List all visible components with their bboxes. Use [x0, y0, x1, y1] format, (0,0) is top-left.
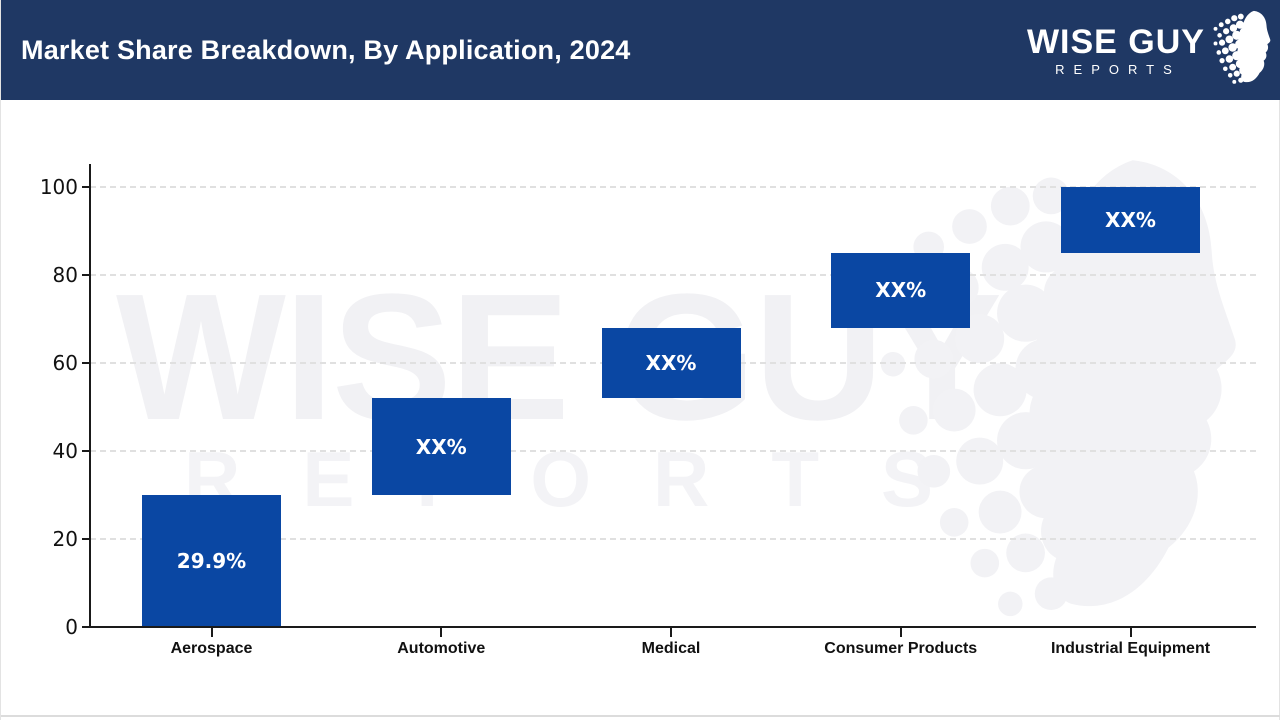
page-title: Market Share Breakdown, By Application, … [21, 34, 631, 65]
bar-value-label-consumer-products: XX% [875, 278, 927, 303]
y-tick-mark [82, 626, 90, 628]
x-category-label-medical: Medical [641, 640, 701, 657]
y-axis-line [89, 164, 91, 628]
gridline [90, 538, 1256, 540]
x-tick-mark [670, 628, 672, 637]
bar-value-label-industrial-equipment: XX% [1105, 208, 1156, 232]
y-tick-label: 100 [39, 175, 78, 199]
logo-wiseguy-text: WISE GUY [1026, 22, 1205, 61]
logo-head-dots-icon [1213, 10, 1271, 84]
y-tick-label: 0 [65, 615, 78, 639]
x-tick-mark [440, 628, 443, 637]
header-bar: Market Share Breakdown, By Application, … [1, 0, 1280, 100]
y-tick-mark [82, 186, 90, 188]
x-tick-mark [899, 628, 902, 637]
wise-guy-reports-logo: WISE GUY REPORTS [1027, 7, 1271, 93]
x-axis-line [89, 626, 1256, 628]
x-tick-mark [1129, 628, 1132, 637]
x-category-label-automotive: Automotive [397, 640, 486, 657]
y-tick-mark [82, 450, 90, 452]
bar-value-label-aerospace: 29.9% [176, 549, 247, 574]
bar-medical [601, 327, 741, 399]
y-tick-label: 80 [52, 263, 78, 287]
gridline [90, 450, 1256, 452]
bar-automotive [371, 398, 511, 495]
bar-industrial-equipment [1061, 187, 1200, 253]
bar-aerospace [142, 495, 281, 627]
y-tick-mark [82, 538, 90, 540]
x-category-label-aerospace: Aerospace [170, 640, 253, 657]
logo-reports-text: REPORTS [1055, 61, 1181, 77]
gridline [90, 186, 1256, 188]
bar-value-label-medical: XX% [645, 351, 697, 375]
x-category-label-consumer-products: Consumer Products [824, 640, 978, 657]
bar-value-label-automotive: XX% [415, 434, 467, 459]
gridline [90, 274, 1256, 276]
y-tick-mark [82, 362, 90, 364]
y-tick-label: 60 [52, 351, 78, 375]
y-tick-label: 40 [52, 439, 78, 463]
y-tick-mark [82, 274, 90, 276]
x-category-label-industrial-equipment: Industrial Equipment [1050, 640, 1211, 657]
y-tick-label: 20 [52, 527, 78, 551]
bottom-divider [1, 715, 1280, 717]
bar-consumer-products [831, 253, 971, 328]
x-tick-mark [210, 628, 213, 637]
